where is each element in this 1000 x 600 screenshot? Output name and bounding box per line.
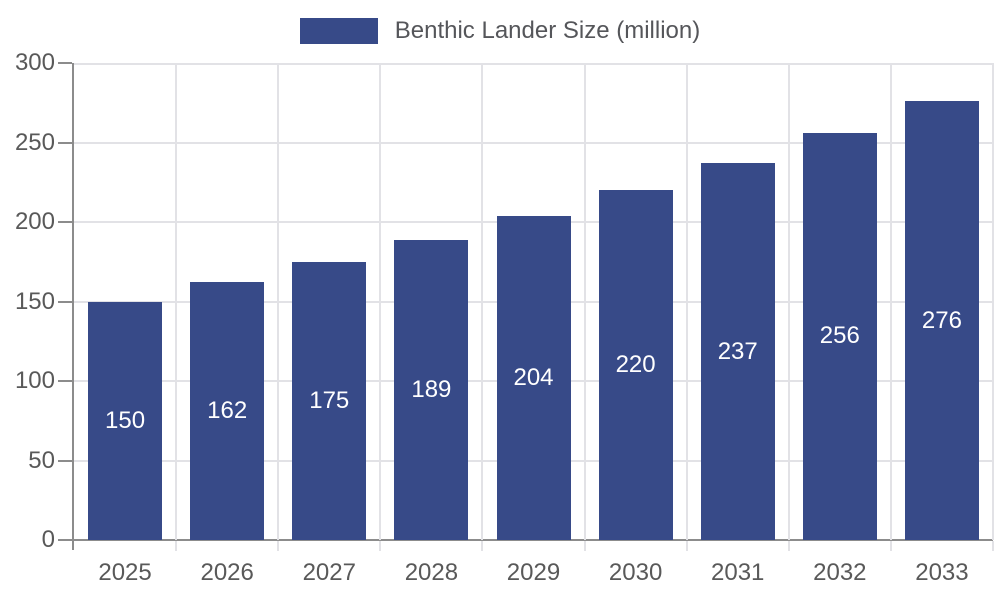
x-axis-tick-label: 2030	[608, 559, 663, 586]
y-axis-tick-mark	[58, 62, 72, 64]
x-axis-tick-mark	[787, 541, 790, 551]
x-axis-tick-label: 2031	[711, 559, 765, 586]
y-axis-tick-label: 50	[28, 446, 55, 474]
x-axis-tick-label: 2028	[404, 559, 459, 586]
bar-2027: 175	[292, 261, 367, 540]
y-axis-tick-label: 250	[14, 128, 55, 156]
y-axis-tick-label: 200	[14, 208, 55, 235]
x-axis-tick-label: 2032	[813, 559, 867, 586]
bar-value-label: 175	[309, 386, 350, 414]
bar-value-label: 276	[921, 306, 962, 334]
bar-value-label: 189	[411, 375, 452, 403]
bar-2033: 276	[904, 101, 979, 540]
bar-2025: 150	[88, 301, 163, 540]
bar-2032: 256	[802, 132, 877, 540]
vertical-gridline	[787, 63, 790, 540]
y-axis-tick-mark	[58, 300, 72, 303]
y-axis: 0 50 100 150 200 250 300	[0, 49, 72, 553]
vertical-gridline	[277, 63, 280, 540]
bar-2029: 204	[496, 215, 571, 540]
bar-value-label: 162	[207, 397, 248, 425]
vertical-gridline	[481, 63, 484, 540]
vertical-gridline	[175, 63, 178, 540]
bar-value-label: 150	[105, 406, 146, 434]
x-axis-tick-mark	[583, 541, 586, 551]
y-axis-line	[72, 63, 74, 550]
bar-2030: 220	[598, 190, 673, 540]
horizontal-gridline	[74, 141, 993, 144]
x-axis: 2025 2026 2027 2028 2029 2030 2031 2032 2033	[74, 557, 993, 589]
x-axis-tick-mark	[481, 541, 484, 551]
y-axis-tick-mark	[58, 141, 72, 144]
x-axis-tick-label: 2025	[98, 559, 152, 586]
y-axis-tick-mark	[58, 221, 72, 223]
legend[interactable]: Benthic Lander Size (million)	[0, 17, 1000, 45]
x-axis-tick-label: 2026	[200, 559, 254, 586]
x-axis-ticks	[74, 541, 994, 551]
legend-swatch	[299, 18, 378, 44]
x-axis-tick-mark	[685, 541, 688, 551]
x-axis-tick-label: 2029	[506, 559, 561, 586]
x-axis-tick-label: 2027	[302, 559, 356, 586]
x-axis-line	[72, 539, 993, 541]
x-axis-tick-label: 2033	[915, 559, 969, 586]
x-axis-tick-mark	[889, 541, 892, 551]
vertical-gridline	[685, 63, 688, 540]
vertical-gridline	[583, 63, 586, 540]
y-axis-tick-label: 150	[14, 287, 55, 315]
legend-label: Benthic Lander Size (million)	[394, 17, 701, 44]
y-axis-tick-label: 0	[41, 526, 55, 553]
vertical-gridline	[889, 63, 892, 540]
plot-area: 150 162 175 189 204 220 237 256 276	[74, 63, 994, 540]
bar-value-label: 256	[819, 322, 860, 350]
y-axis-tick-mark	[58, 459, 72, 462]
bar-2031: 237	[700, 163, 775, 540]
y-axis-tick-mark	[58, 380, 72, 382]
vertical-gridline	[992, 63, 994, 540]
y-axis-tick-mark	[58, 539, 72, 541]
vertical-gridline	[379, 63, 382, 540]
x-axis-tick-mark	[175, 541, 178, 551]
bar-value-label: 204	[513, 363, 554, 391]
y-axis-tick-label: 300	[14, 49, 55, 76]
x-axis-tick-mark	[992, 541, 994, 551]
bar-value-label: 237	[717, 337, 758, 365]
x-axis-tick-mark	[277, 541, 280, 551]
y-axis-tick-label: 100	[14, 367, 55, 394]
x-axis-tick-mark	[379, 541, 382, 551]
bar-2028: 189	[394, 239, 469, 540]
horizontal-gridline	[74, 63, 993, 65]
bar-2026: 162	[190, 282, 265, 540]
bar-value-label: 220	[615, 351, 656, 379]
